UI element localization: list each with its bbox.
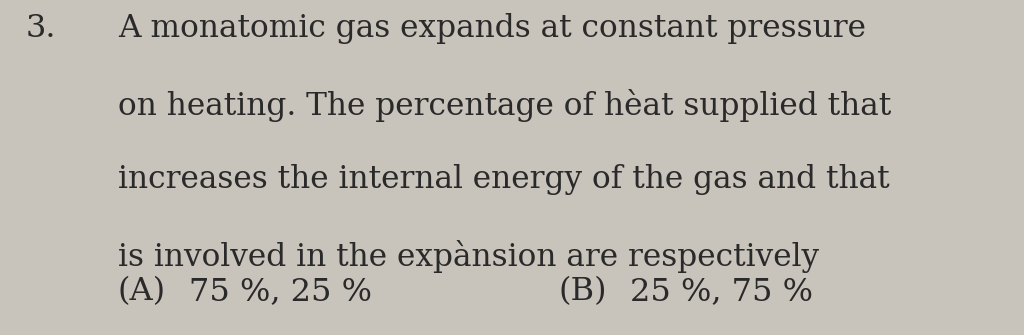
Text: on heating. The percentage of hèat supplied that: on heating. The percentage of hèat suppl… [118,89,891,122]
Text: is involved in the expànsion are respectively: is involved in the expànsion are respect… [118,240,819,273]
Text: 75 %, 25 %: 75 %, 25 % [189,276,373,308]
Text: A monatomic gas expands at constant pressure: A monatomic gas expands at constant pres… [118,13,865,45]
Text: 25 %, 75 %: 25 %, 75 % [630,276,813,308]
Text: 3.: 3. [26,13,56,45]
Text: increases the internal energy of the gas and that: increases the internal energy of the gas… [118,164,890,195]
Text: (B): (B) [558,276,606,308]
Text: (A): (A) [118,276,166,308]
